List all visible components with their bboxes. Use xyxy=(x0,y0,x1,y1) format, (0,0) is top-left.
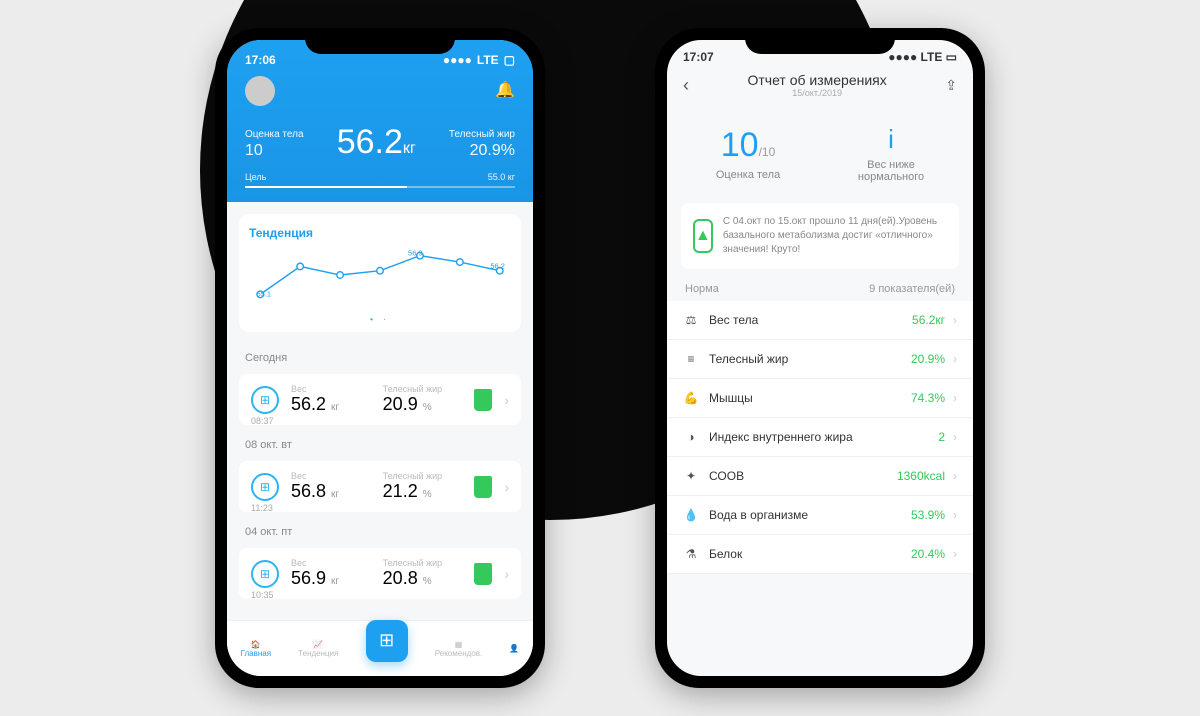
status-indicators: ●●●● LTE ▭ xyxy=(888,50,957,64)
metric-value: 74.3% xyxy=(911,391,945,405)
metric-label: Телесный жир xyxy=(709,352,788,366)
chevron-right-icon: › xyxy=(953,430,957,444)
fat-label: Телесный жир xyxy=(449,128,515,141)
metric-icon: ⚗ xyxy=(683,547,699,561)
metric-row[interactable]: ◑ Индекс внутреннего жира 2 › xyxy=(667,418,973,457)
chevron-right-icon: › xyxy=(504,392,509,408)
page-title: Отчет об измерениях xyxy=(689,72,945,88)
badge-icon xyxy=(474,563,492,585)
metric-value: 20.9% xyxy=(911,352,945,366)
metric-icon: ◑ xyxy=(683,430,699,444)
score-value: 10 xyxy=(245,141,304,162)
svg-text:55.1: 55.1 xyxy=(256,290,271,299)
chevron-right-icon: › xyxy=(953,508,957,522)
fat-value: 20.9% xyxy=(449,141,515,162)
metric-label: Вода в организме xyxy=(709,508,808,522)
info-icon: i xyxy=(858,124,924,155)
phone-right: 17:07 ●●●● LTE ▭ ‹ Отчет об измерениях 1… xyxy=(655,28,985,688)
metric-value: 56.2кг xyxy=(912,313,945,327)
weight-value: 56.2кг xyxy=(337,123,416,162)
metric-row[interactable]: ≡ Телесный жир 20.9% › xyxy=(667,340,973,379)
metric-row[interactable]: ⚖ Вес тела 56.2кг › xyxy=(667,301,973,340)
metric-value: 20.4% xyxy=(911,547,945,561)
tab-discover[interactable]: ▦Рекомендов. xyxy=(435,640,482,658)
count-label: 9 показателя(ей) xyxy=(869,283,955,295)
section-label: 04 окт. пт xyxy=(227,518,533,542)
chevron-right-icon: › xyxy=(953,391,957,405)
metric-row[interactable]: ✦ СООВ 1360kcal › xyxy=(667,457,973,496)
weight-state: Вес ниженормального xyxy=(858,159,924,183)
metric-icon: ✦ xyxy=(683,469,699,483)
chevron-right-icon: › xyxy=(953,469,957,483)
tab-profile[interactable]: 👤 xyxy=(509,644,519,653)
metric-row[interactable]: ⚗ Белок 20.4% › xyxy=(667,535,973,574)
tab-fab[interactable]: ⊞ xyxy=(366,620,408,662)
trend-chart-card[interactable]: Тенденция 55.1 56.9 56.2 • · xyxy=(239,214,521,332)
flame-icon: ▲ xyxy=(693,219,713,253)
achievement-box: ▲ С 04.окт по 15.окт прошло 11 дня(ей).У… xyxy=(681,203,959,269)
chevron-right-icon: › xyxy=(953,352,957,366)
section-label: Сегодня xyxy=(227,344,533,368)
chevron-right-icon: › xyxy=(504,479,509,495)
svg-text:56.9: 56.9 xyxy=(408,248,423,257)
metric-value: 1360kcal xyxy=(897,469,945,483)
page-date: 15/окт./2019 xyxy=(689,88,945,98)
metric-label: Вес тела xyxy=(709,313,758,327)
phone-left: 17:06 ●●●●LTE▢ 🔔 Оценка тела 10 56.2кг xyxy=(215,28,545,688)
metric-label: Мышцы xyxy=(709,391,753,405)
status-time: 17:07 xyxy=(683,50,714,64)
achievement-text: С 04.окт по 15.окт прошло 11 дня(ей).Уро… xyxy=(723,215,947,257)
avatar[interactable] xyxy=(245,76,275,106)
trend-chart: 55.1 56.9 56.2 xyxy=(249,240,511,310)
section-label: 08 окт. вт xyxy=(227,431,533,455)
share-icon[interactable]: ⇪ xyxy=(945,77,957,94)
dashboard-header: 17:06 ●●●●LTE▢ 🔔 Оценка тела 10 56.2кг xyxy=(227,40,533,202)
score-label: Оценка тела xyxy=(245,128,304,141)
target-label: Цель xyxy=(245,172,266,182)
chevron-right-icon: › xyxy=(953,313,957,327)
metric-row[interactable]: 💪 Мышцы 74.3% › xyxy=(667,379,973,418)
metric-icon: ≡ xyxy=(683,352,699,366)
metric-label: СООВ xyxy=(709,469,744,483)
measurement-entry[interactable]: ⊞Вес56.9 кгТелесный жир20.8 %›10:35 xyxy=(239,548,521,599)
norm-label: Норма xyxy=(685,283,719,295)
svg-text:56.2: 56.2 xyxy=(490,261,505,270)
scale-icon: ⊞ xyxy=(251,560,279,588)
target-value: 55.0 кг xyxy=(488,172,515,182)
scale-icon: ⊞ xyxy=(251,386,279,414)
metric-icon: 💪 xyxy=(683,391,699,405)
score-value: 10 xyxy=(721,126,759,164)
chart-title: Тенденция xyxy=(249,226,511,240)
metric-icon: ⚖ xyxy=(683,313,699,327)
tab-trend[interactable]: 📈Тенденция xyxy=(298,640,338,658)
chevron-right-icon: › xyxy=(504,566,509,582)
score-label: Оценка тела xyxy=(716,169,780,181)
badge-icon xyxy=(474,389,492,411)
metric-label: Белок xyxy=(709,547,742,561)
metric-row[interactable]: 💧 Вода в организме 53.9% › xyxy=(667,496,973,535)
metric-value: 2 xyxy=(938,430,945,444)
badge-icon xyxy=(474,476,492,498)
measurement-entry[interactable]: ⊞Вес56.8 кгТелесный жир21.2 %›11:23 xyxy=(239,461,521,512)
tab-bar: 🏠Главная 📈Тенденция ⊞ ▦Рекомендов. 👤 xyxy=(227,620,533,676)
notification-icon[interactable]: 🔔 xyxy=(495,80,515,100)
metric-value: 53.9% xyxy=(911,508,945,522)
chevron-right-icon: › xyxy=(953,547,957,561)
metric-label: Индекс внутреннего жира xyxy=(709,430,853,444)
status-time: 17:06 xyxy=(245,53,276,67)
tab-home[interactable]: 🏠Главная xyxy=(241,640,271,658)
metric-icon: 💧 xyxy=(683,508,699,522)
target-progress xyxy=(245,186,515,188)
status-indicators: ●●●●LTE▢ xyxy=(443,53,515,67)
measurement-entry[interactable]: ⊞Вес56.2 кгТелесный жир20.9 %›08:37 xyxy=(239,374,521,425)
scale-icon: ⊞ xyxy=(251,473,279,501)
